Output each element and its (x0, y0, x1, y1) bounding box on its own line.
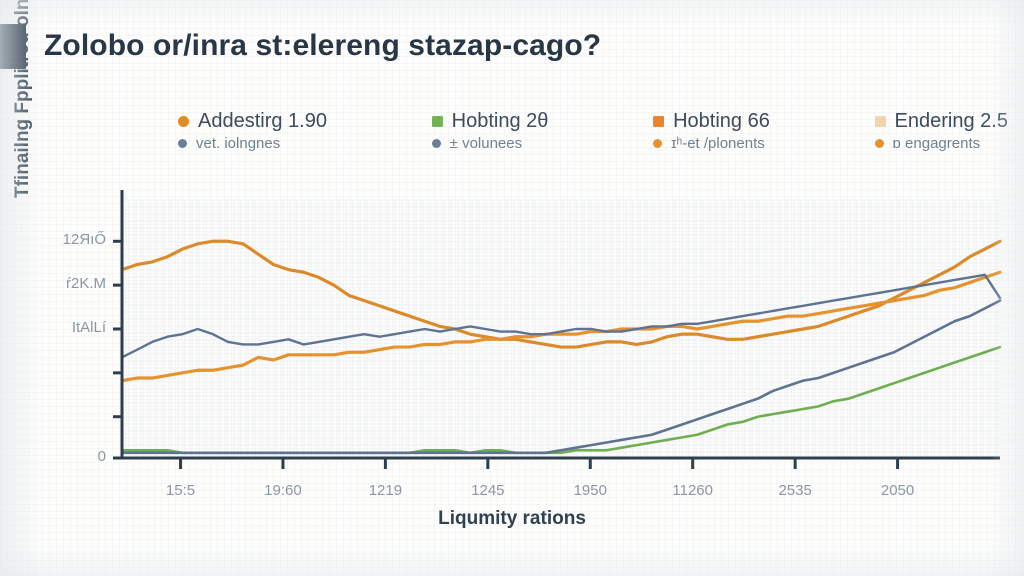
legend-group-3[interactable]: Endering 2.5 ɒ engaɡrents (874, 110, 1008, 152)
legend-label-primary-3: Endering 2.5 (894, 110, 1008, 132)
legend-label-primary-0: Addestirg 1.90 (198, 110, 327, 132)
series-line-4 (120, 299, 1002, 455)
plot-gridlines (121, 199, 1000, 458)
legend-entry-primary-1[interactable]: Hobting 2θ (431, 110, 549, 133)
circle-marker-icon (874, 139, 884, 148)
legend-group-2[interactable]: Hobting 66 ɪʰ-et /plonents (653, 110, 770, 152)
chart-legend: Addestirg 1.90 vet. iolngnes Hobting 2θ … (178, 110, 1008, 166)
circle-marker-icon (178, 116, 189, 127)
legend-entry-primary-3[interactable]: Endering 2.5 (874, 110, 1008, 133)
legend-entry-primary-2[interactable]: Hobting 66 (653, 110, 770, 133)
circle-marker-icon (178, 139, 187, 148)
square-marker-icon (874, 116, 886, 127)
legend-entry-secondary-3[interactable]: ɒ engaɡrents (874, 135, 1008, 152)
legend-group-0[interactable]: Addestirg 1.90 vet. iolngnes (178, 110, 327, 152)
legend-entry-secondary-2[interactable]: ɪʰ-et /plonents (653, 135, 770, 152)
legend-label-primary-2: Hobting 66 (673, 110, 770, 132)
legend-label-primary-1: Hobting 2θ (451, 110, 549, 132)
legend-entry-secondary-1[interactable]: ± volunees (431, 135, 549, 152)
legend-label-secondary-1: ± volunees (449, 135, 523, 152)
legend-group-1[interactable]: Hobting 2θ ± volunees (431, 110, 549, 152)
square-marker-icon (431, 116, 443, 127)
legend-entry-primary-0[interactable]: Addestirg 1.90 (178, 110, 327, 133)
legend-label-secondary-0: vet. iolngnes (196, 135, 281, 152)
square-marker-icon (653, 116, 665, 127)
circle-marker-icon (653, 139, 663, 148)
circle-marker-icon (431, 139, 441, 148)
series-line-2 (120, 273, 1002, 359)
page-title: Zolobo or/inra st:elereng stazap-cago? (44, 29, 602, 62)
legend-label-secondary-3: ɒ engaɡrents (892, 135, 981, 152)
series-line-3 (120, 345, 1002, 455)
title-row: Zolobo or/inra st:elereng stazap-cago? (0, 23, 601, 69)
legend-entry-secondary-0[interactable]: vet. iolngnes (178, 135, 327, 152)
legend-label-secondary-2: ɪʰ-et /plonents (671, 135, 765, 152)
title-accent-block (0, 23, 26, 69)
